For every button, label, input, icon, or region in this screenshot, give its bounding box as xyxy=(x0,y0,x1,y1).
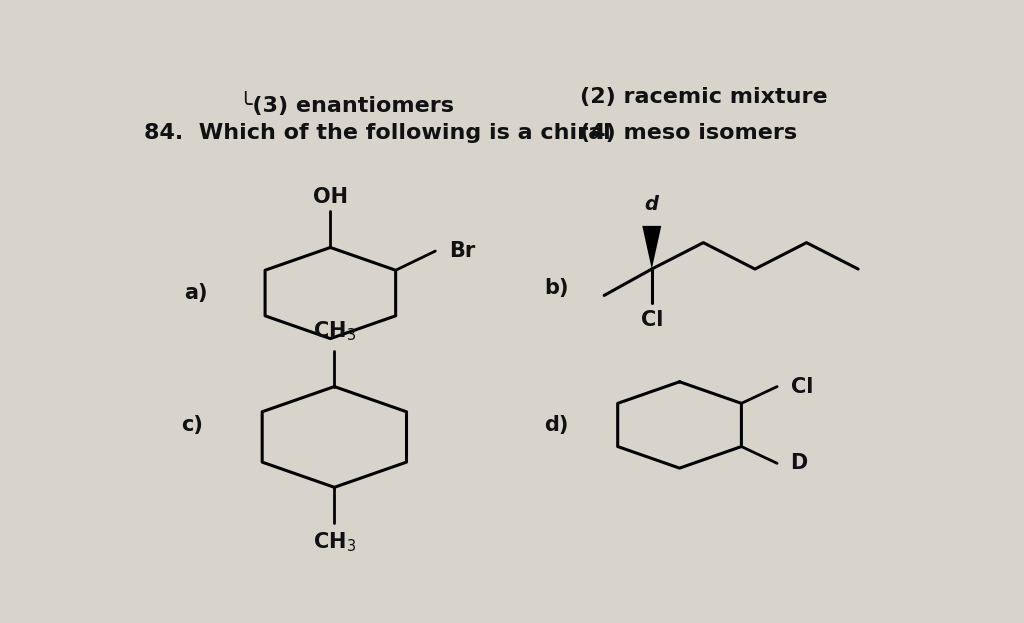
Text: d): d) xyxy=(544,415,568,435)
Text: ╰(3) enantiomers: ╰(3) enantiomers xyxy=(240,92,454,115)
Text: 84.  Which of the following is a chiral: 84. Which of the following is a chiral xyxy=(143,123,610,143)
Text: c): c) xyxy=(181,415,204,435)
Text: (2) racemic mixture: (2) racemic mixture xyxy=(581,87,828,107)
Text: D: D xyxy=(791,454,808,473)
Polygon shape xyxy=(642,226,662,269)
Text: Cl: Cl xyxy=(641,310,663,330)
Text: Cl: Cl xyxy=(791,376,813,397)
Text: (4) meso isomers: (4) meso isomers xyxy=(581,123,798,143)
Text: b): b) xyxy=(544,278,568,298)
Text: OH: OH xyxy=(313,187,348,207)
Text: CH$_3$: CH$_3$ xyxy=(312,531,356,554)
Text: Br: Br xyxy=(450,241,476,261)
Text: a): a) xyxy=(184,283,207,303)
Text: d: d xyxy=(645,195,658,214)
Text: CH$_3$: CH$_3$ xyxy=(312,320,356,343)
